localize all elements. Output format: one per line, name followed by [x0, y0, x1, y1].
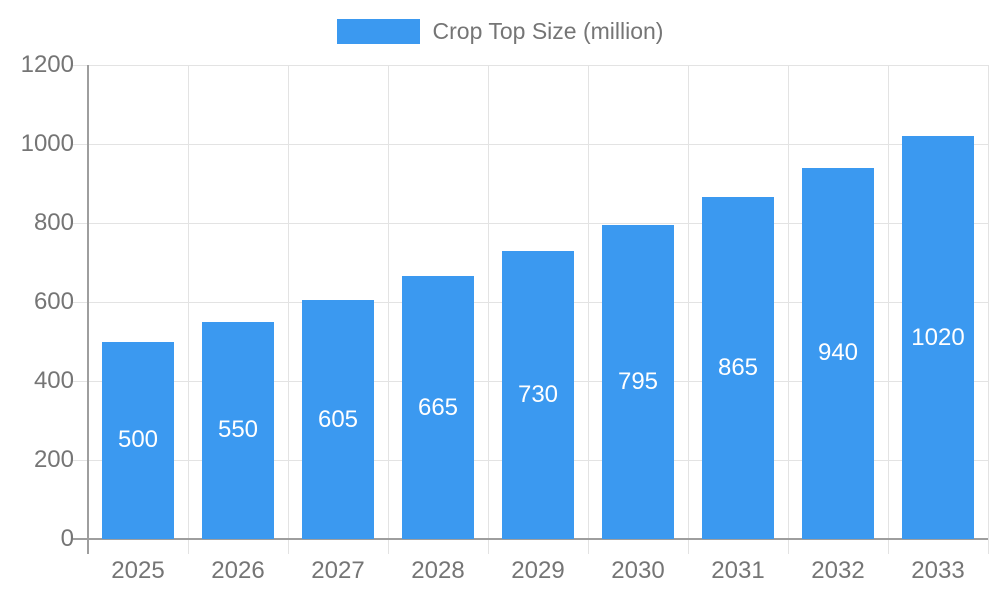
- x-gridline: [487, 65, 489, 554]
- legend-swatch: [336, 19, 420, 44]
- bar: [202, 321, 274, 539]
- y-tick-label: 1200: [20, 51, 74, 78]
- y-gridline: [73, 222, 988, 224]
- y-gridline: [73, 64, 988, 66]
- bar: [802, 167, 874, 539]
- y-tick-label: 800: [33, 209, 74, 236]
- x-tick-label: 2030: [611, 557, 665, 584]
- bar: [402, 276, 474, 539]
- bar-value-label: 665: [417, 393, 459, 421]
- x-gridline: [887, 65, 889, 554]
- bar-value-label: 865: [717, 354, 759, 382]
- x-gridline: [687, 65, 689, 554]
- bar: [902, 136, 974, 539]
- y-tick-label: 1000: [20, 130, 74, 157]
- x-tick-label: 2025: [111, 557, 165, 584]
- bar-value-label: 795: [617, 367, 659, 395]
- y-tick-label: 400: [33, 367, 74, 394]
- x-tick-label: 2031: [711, 557, 765, 584]
- bar: [502, 250, 574, 539]
- x-gridline: [587, 65, 589, 554]
- bar-value-label: 550: [217, 416, 259, 444]
- x-tick-label: 2033: [911, 557, 965, 584]
- x-axis-line: [73, 538, 988, 540]
- bar-value-label: 500: [117, 426, 159, 454]
- x-gridline: [987, 65, 989, 554]
- x-gridline: [287, 65, 289, 554]
- x-tick-label: 2028: [411, 557, 465, 584]
- x-gridline: [387, 65, 389, 554]
- y-gridline: [73, 143, 988, 145]
- x-gridline: [187, 65, 189, 554]
- x-tick-label: 2026: [211, 557, 265, 584]
- bar-value-label: 730: [517, 380, 559, 408]
- bar: [102, 341, 174, 539]
- legend[interactable]: Crop Top Size (million): [0, 19, 1000, 44]
- bar-value-label: 1020: [911, 323, 965, 351]
- y-tick-label: 600: [33, 288, 74, 315]
- bar: [302, 300, 374, 539]
- y-axis-line: [87, 65, 89, 554]
- bar: [602, 224, 674, 539]
- x-tick-label: 2032: [811, 557, 865, 584]
- bar-value-label: 940: [817, 339, 859, 367]
- legend-label: Crop Top Size (million): [432, 18, 664, 44]
- y-tick-label: 200: [33, 446, 74, 473]
- y-tick-label: 0: [60, 525, 74, 552]
- x-tick-label: 2029: [511, 557, 565, 584]
- x-tick-label: 2027: [311, 557, 365, 584]
- bar: [702, 197, 774, 539]
- x-gridline: [787, 65, 789, 554]
- bar-value-label: 605: [317, 405, 359, 433]
